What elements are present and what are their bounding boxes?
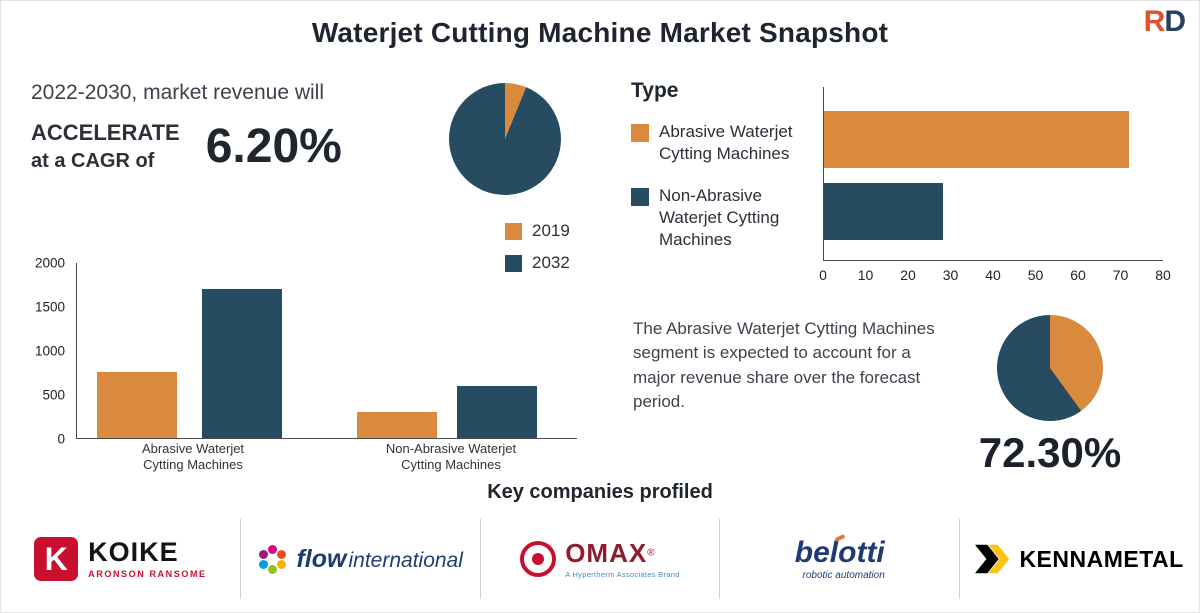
- koike-icon: K: [34, 537, 79, 581]
- belotti-name: belotti: [794, 535, 885, 569]
- bar-2032-non-abrasive: [457, 386, 537, 438]
- logo-cell-kennametal: KENNAMETAL: [959, 519, 1199, 599]
- year-legend: 2019 2032: [505, 221, 570, 285]
- hbar-non-abrasive: [824, 183, 943, 240]
- legend-label-2019: 2019: [532, 221, 570, 240]
- page-title: Waterjet Cutting Machine Market Snapshot: [311, 17, 889, 48]
- x-tick-0: 0: [819, 267, 827, 283]
- type-share-x-axis-labels: 0 10 20 30 40 50 60 70 80: [819, 267, 1171, 287]
- belotti-subtext: robotic automation: [802, 569, 885, 581]
- omax-registered-mark: ®: [647, 547, 655, 559]
- type-label-non-abrasive-line3: Machines: [659, 230, 732, 250]
- cagr-value: 6.20%: [205, 120, 342, 173]
- category-label-abrasive-line1: Abrasive Waterjet: [141, 441, 245, 456]
- cagr-intro-text: 2022-2030, market revenue will: [31, 81, 324, 104]
- category-label-abrasive: Abrasive Waterjet Cytting Machines: [93, 441, 293, 473]
- logo-cell-koike: K KOIKE ARONSON RANSOME: [1, 519, 240, 599]
- x-tick-70: 70: [1112, 267, 1129, 283]
- revenue-bar-chart: 2000 1500 1000 500 0 Abrasive Waterjet C…: [31, 256, 579, 473]
- legend-swatch-2032: [505, 254, 522, 272]
- y-tick-1000: 1000: [34, 343, 65, 359]
- category-label-non-abrasive: Non-Abrasive Waterjet Cytting Machines: [341, 441, 561, 473]
- type-label-non-abrasive: Non-Abrasive Waterjet Cytting Machines: [659, 185, 779, 251]
- type-legend: Abrasive Waterjet Cytting Machines Non-A…: [631, 121, 819, 271]
- company-logo-row: K KOIKE ARONSON RANSOME flowintern: [1, 519, 1199, 599]
- y-tick-1500: 1500: [34, 299, 65, 315]
- abrasive-share-pie-chart: [997, 315, 1103, 421]
- rd-logo-letter-r: R: [1143, 5, 1166, 38]
- bar-chart-y-axis-labels: 2000 1500 1000 500 0: [31, 256, 69, 447]
- logo-cell-omax: OMAX® A Hypertherm Associates Brand: [479, 519, 720, 599]
- bar-2032-abrasive: [202, 289, 282, 438]
- cagr-accelerate-word: ACCELERATE: [31, 120, 180, 146]
- type-legend-item-abrasive: Abrasive Waterjet Cytting Machines: [631, 121, 819, 165]
- year-share-pie-chart: [449, 83, 561, 195]
- x-tick-60: 60: [1070, 267, 1086, 283]
- omax-subtext: A Hypertherm Associates Brand: [565, 569, 680, 579]
- y-tick-2000: 2000: [34, 255, 65, 271]
- omax-name: OMAX: [565, 537, 648, 568]
- belotti-logo: belotti robotic automation: [794, 533, 885, 581]
- flow-logo: flowinternational: [257, 544, 463, 574]
- flow-flower-icon: [257, 544, 287, 574]
- flow-name: flow: [296, 544, 347, 573]
- koike-name: KOIKE: [88, 537, 179, 567]
- type-label-non-abrasive-line2: Waterjet Cytting: [659, 208, 780, 228]
- bar-2019-non-abrasive: [357, 411, 437, 438]
- cagr-at-a-cagr-of: at a CAGR of: [31, 149, 155, 172]
- omax-logo: OMAX® A Hypertherm Associates Brand: [520, 540, 680, 579]
- x-tick-20: 20: [900, 267, 916, 283]
- legend-item-2032: 2032: [505, 253, 570, 273]
- type-label-abrasive-line1: Abrasive Waterjet: [659, 122, 793, 141]
- koike-subtext: ARONSON RANSOME: [88, 569, 207, 579]
- rd-logo-letter-d: D: [1164, 5, 1186, 38]
- legend-item-2019: 2019: [505, 221, 570, 241]
- flow-subname: international: [348, 548, 463, 572]
- x-tick-40: 40: [985, 267, 1001, 283]
- cagr-accelerate-text: ACCELERATE at a CAGR of: [31, 119, 180, 174]
- type-label-abrasive-line2: Cytting Machines: [659, 144, 790, 164]
- koike-logo: K KOIKE ARONSON RANSOME: [34, 537, 207, 581]
- type-swatch-non-abrasive: [631, 188, 649, 207]
- y-tick-500: 500: [42, 387, 65, 403]
- type-share-bar-chart: 0 10 20 30 40 50 60 70 80: [819, 87, 1171, 287]
- logo-cell-flow: flowinternational: [239, 519, 480, 599]
- companies-heading: Key companies profiled: [487, 481, 713, 503]
- abrasive-share-value: 72.30%: [978, 429, 1122, 476]
- x-tick-10: 10: [857, 267, 874, 283]
- x-tick-50: 50: [1027, 267, 1044, 283]
- category-label-non-abrasive-line2: Cytting Machines: [401, 457, 501, 473]
- rd-brand-logo: RD: [1143, 5, 1186, 39]
- cagr-section: 2022-2030, market revenue will ACCELERAT…: [31, 81, 441, 174]
- type-heading: Type: [631, 79, 679, 102]
- kennametal-logo: KENNAMETAL: [975, 544, 1183, 574]
- logo-cell-belotti: belotti robotic automation: [719, 519, 959, 599]
- category-label-abrasive-line2: Cytting Machines: [143, 457, 243, 473]
- type-share-plot-area: [823, 87, 1163, 261]
- x-tick-30: 30: [942, 267, 959, 283]
- type-label-non-abrasive-line1: Non-Abrasive: [659, 186, 762, 206]
- bar-2019-abrasive: [97, 372, 177, 438]
- bar-chart-plot-area: [76, 263, 577, 439]
- type-swatch-abrasive: [631, 124, 649, 142]
- type-legend-item-non-abrasive: Non-Abrasive Waterjet Cytting Machines: [631, 185, 819, 251]
- x-tick-80: 80: [1155, 267, 1171, 283]
- type-label-abrasive: Abrasive Waterjet Cytting Machines: [659, 121, 793, 165]
- kennametal-arrow-icon: [975, 544, 1010, 574]
- abrasive-note-text: The Abrasive Waterjet Cytting Machines s…: [633, 319, 935, 411]
- omax-icon: [520, 541, 557, 577]
- kennametal-name: KENNAMETAL: [1019, 545, 1184, 572]
- hbar-abrasive: [824, 111, 1130, 168]
- y-tick-0: 0: [57, 431, 65, 447]
- category-label-non-abrasive-line1: Non-Abrasive Waterjet: [385, 441, 517, 456]
- legend-swatch-2019: [505, 222, 522, 240]
- legend-label-2032: 2032: [532, 253, 570, 272]
